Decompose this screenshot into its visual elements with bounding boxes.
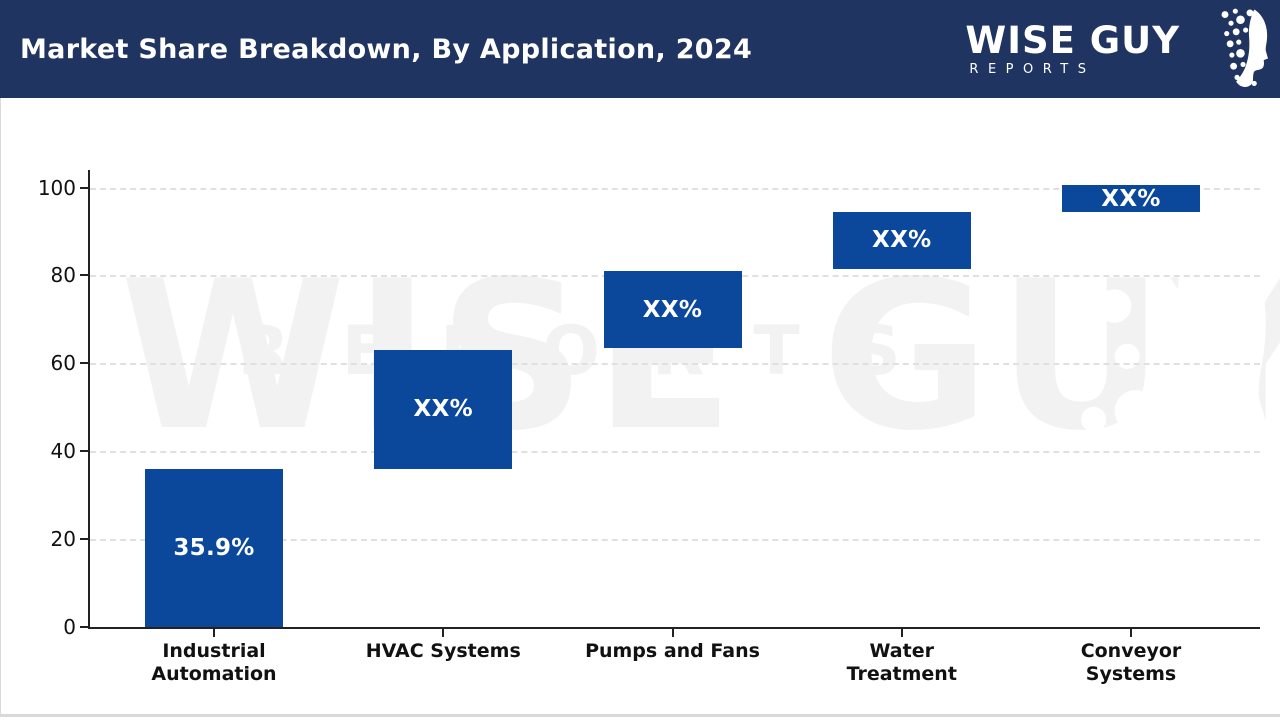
bar-pumps-and-fans: XX% [603,271,742,348]
y-tick-label: 80 [50,263,76,288]
y-tick-mark [80,450,88,453]
y-tick-label: 60 [50,351,76,376]
x-tick-mark [213,629,215,637]
plot-area: 0 20 40 60 80 100 35.9% Industrial Automation XX… [38,170,1260,685]
gridline-100 [90,187,1260,190]
x-axis-label-pumps-and-fans: Pumps and Fans [585,640,760,662]
y-tick-mark [80,274,88,277]
y-tick-mark [80,186,88,189]
y-tick-label: 20 [50,527,76,552]
wiseguy-logo-text: WISE GUY REPORTS [965,22,1180,76]
gridline-60 [90,363,1260,366]
y-tick-label: 100 [37,175,76,200]
y-tick-label: 0 [63,615,76,639]
bar-hvac-systems: XX% [374,350,513,469]
bar-conveyor-systems: XX% [1062,185,1200,212]
bar-industrial-automation: 35.9% [145,469,283,627]
left-edge-rule [0,98,1,717]
x-axis-label-conveyor-systems: Conveyor Systems [1080,640,1182,685]
page-title: Market Share Breakdown, By Application, … [20,33,753,65]
bar-value-label: XX% [413,396,473,423]
y-tick-mark [80,538,88,541]
x-axis-label-industrial-automation: Industrial Automation [151,640,277,685]
x-axis-label-hvac-systems: HVAC Systems [365,640,521,662]
logo-subtitle: REPORTS [969,62,1096,77]
x-tick-mark [442,629,445,637]
logo-wordmark: WISE GUY [965,19,1180,62]
wiseguy-logo: WISE GUY REPORTS [965,7,1268,91]
bar-value-label: 35.9% [173,535,255,562]
y-tick-mark [80,362,88,365]
bar-value-label: XX% [642,296,703,323]
bar-value-label: XX% [1101,185,1161,212]
y-tick-label: 40 [50,439,76,464]
header-bar: Market Share Breakdown, By Application, … [0,0,1280,98]
x-tick-mark [900,629,903,637]
x-tick-mark [1130,629,1132,637]
y-tick-mark [80,626,88,628]
gridline-20 [90,539,1260,542]
bar-water-treatment: XX% [832,211,971,269]
wiseguy-face-icon [1182,6,1268,92]
x-tick-mark [671,629,674,637]
gridline-40 [90,451,1260,454]
x-axis-label-water-treatment: Water Treatment [846,640,957,685]
bar-value-label: XX% [872,227,932,254]
bottom-rule [0,714,1280,717]
